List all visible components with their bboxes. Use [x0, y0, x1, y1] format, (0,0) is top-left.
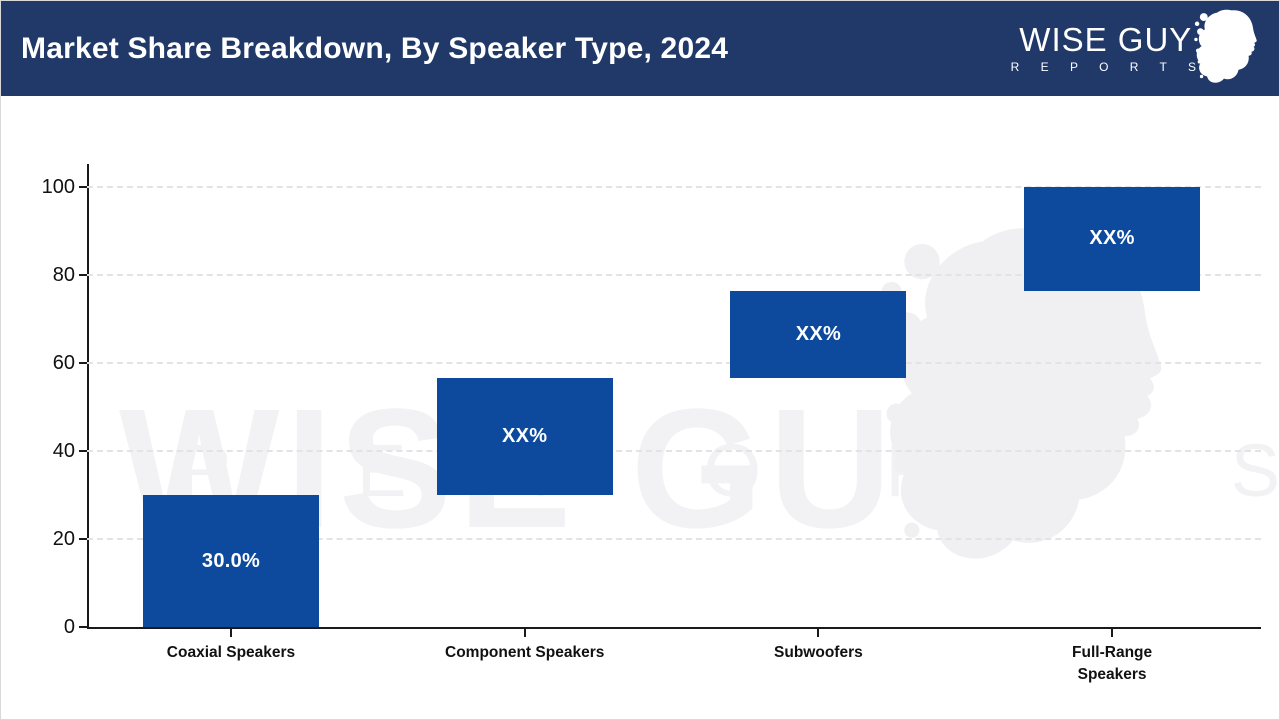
y-tick-100: [79, 186, 87, 188]
bar-value-label: 30.0%: [201, 549, 261, 572]
wiseguy-logo: WISE GUY R E P O R T S: [1007, 7, 1280, 91]
logo-wordmark: WISE GUY: [1019, 21, 1193, 58]
x-label-2: Subwoofers: [774, 644, 863, 661]
bar-coaxial-speakers: 30.0%: [143, 495, 319, 627]
y-tick-label-20: 20: [52, 528, 75, 550]
y-tick-60: [79, 362, 87, 364]
x-tick-1: [523, 629, 526, 637]
gridline-40: [87, 450, 1261, 452]
gridline-60: [87, 362, 1261, 364]
y-tick-80: [79, 274, 87, 276]
x-axis-line: [87, 627, 1261, 629]
y-tick-label-100: 100: [41, 176, 75, 198]
y-tick-label-40: 40: [52, 440, 75, 462]
page-title: Market Share Breakdown, By Speaker Type,…: [21, 31, 729, 65]
bar-value-label: XX%: [502, 424, 548, 447]
y-axis-line: [87, 164, 89, 629]
x-label-3: Full-Range Speakers: [1072, 644, 1153, 683]
header: Market Share Breakdown, By Speaker Type,…: [1, 1, 1280, 96]
x-tick-2: [817, 629, 820, 637]
gridline-80: [87, 274, 1261, 276]
x-label-1: Component Speakers: [445, 644, 605, 661]
bar-component-speakers: XX%: [436, 377, 613, 495]
gridline-20: [87, 538, 1261, 540]
x-label-0: Coaxial Speakers: [166, 644, 296, 661]
y-tick-label-0: 0: [63, 616, 75, 638]
bar-subwoofers: XX%: [730, 290, 907, 378]
wiseguy-logo-text: WISE GUY R E P O R T S: [1007, 23, 1205, 74]
y-tick-40: [79, 450, 87, 452]
bar-value-label: XX%: [1089, 227, 1135, 250]
y-tick-label-60: 60: [52, 352, 75, 374]
x-tick-3: [1111, 629, 1114, 637]
logo-subtitle: R E P O R T S: [1010, 60, 1205, 74]
bar-value-label: XX%: [795, 322, 842, 345]
y-tick-label-80: 80: [52, 264, 75, 286]
y-tick-0: [79, 626, 87, 628]
bar-full-range-speakers: XX%: [1024, 187, 1201, 291]
x-tick-0: [230, 629, 232, 637]
y-tick-20: [79, 538, 87, 540]
gridline-100: [87, 186, 1261, 188]
